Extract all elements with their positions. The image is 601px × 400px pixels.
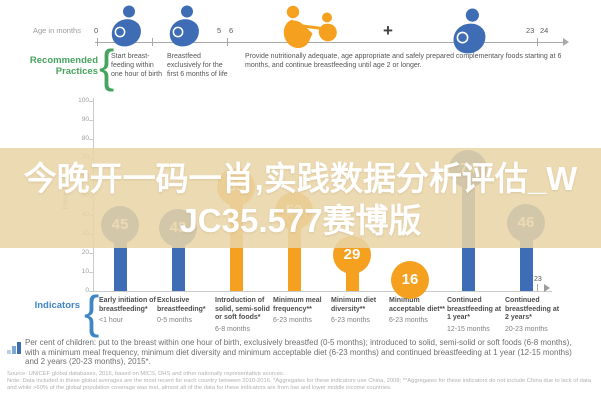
timeline-tick <box>537 38 538 46</box>
watermark-text-line-1: 今晚开一码一肖,实践数据分析评估_W <box>23 160 578 197</box>
complementary-feeding-icon <box>282 4 344 52</box>
timeline-tick <box>227 38 228 46</box>
indicator-name: Minimum meal frequency** <box>273 297 322 313</box>
indicator-age-range: <1 hour <box>99 317 123 325</box>
timeline-tick-label-0: 0 <box>94 26 99 35</box>
y-tick-mark <box>89 101 93 102</box>
timeline-tick <box>97 38 98 46</box>
indicator-name: Exclusive breastfeeding* <box>157 297 206 313</box>
indicators-brace: { <box>84 286 100 338</box>
timeline-arrow-icon <box>563 38 569 46</box>
source-note: Source: UNICEF global databases, 2016, b… <box>7 371 597 392</box>
indicator-label-5: Minimum diet diversity** 6-23 months <box>331 297 389 326</box>
y-tick-mark <box>89 139 93 140</box>
y-tick-label: 100 <box>78 97 89 104</box>
indicator-name: Minimum acceptable diet** <box>389 297 446 313</box>
indicator-label-6: Minimum acceptable diet** 6-23 months <box>389 297 447 326</box>
indicator-name: Introduction of solid, semi-solid or sof… <box>215 297 270 322</box>
indicator-name: Minimum diet diversity** <box>331 297 377 313</box>
y-tick-label: 0 <box>85 287 89 294</box>
indicator-name: Continued breastfeeding at 2 years* <box>505 297 560 322</box>
indicator-label-1: Early initiation of breastfeeding* <1 hou… <box>99 297 157 326</box>
indicator-label-2: Exclusive breastfeeding* 0-5 months <box>157 297 215 326</box>
note-line: Note: Data included in these global aver… <box>7 378 591 391</box>
indicator-label-3: Introduction of solid, semi-solid or sof… <box>215 297 273 334</box>
indicator-age-range: 12-15 months <box>447 325 490 333</box>
recommended-practices-brace: { <box>99 40 115 92</box>
indicator-age-range: 20-23 months <box>505 325 548 333</box>
plus-sign: + <box>383 21 393 40</box>
timeline-tick-label-6: 6 <box>229 26 234 35</box>
practice-text-1: Start breast-feeding within one hour of … <box>111 53 162 78</box>
y-tick-mark <box>89 253 93 254</box>
y-tick-mark <box>89 120 93 121</box>
indicator-label-4: Minimum meal frequency** 6-23 months <box>273 297 331 326</box>
bar-chart-icon <box>7 342 23 354</box>
indicator-age-range: 6-23 months <box>273 317 312 325</box>
y-tick-mark <box>89 272 93 273</box>
y-tick-mark <box>89 291 93 292</box>
footnote-text: Per cent of children: put to the breast … <box>25 338 572 367</box>
recommended-practices-label: Recommended Practices <box>29 55 98 77</box>
indicator-age-range: 6-23 months <box>389 317 428 325</box>
breastfeeding-icon <box>105 5 145 47</box>
timeline-tick-label-5: 5 <box>217 26 222 35</box>
age-in-months-label: Age in months <box>33 26 81 35</box>
timeline-tick <box>152 38 153 46</box>
indicators-label: Indicators <box>34 300 80 311</box>
value-bubble-6: 16 <box>391 260 429 299</box>
breastfeeding-icon <box>163 5 203 47</box>
y-tick-label: 10 <box>81 268 89 275</box>
source-line: Source: UNICEF global databases, 2016, b… <box>7 371 285 377</box>
timeline-tick-label-23: 23 <box>526 26 535 35</box>
indicator-age-range: 0-5 months <box>157 317 193 325</box>
x-axis-line <box>93 291 552 292</box>
x-axis-end-tick-label: 23 <box>534 276 542 283</box>
y-tick-label: 90 <box>81 116 89 123</box>
indicator-age-range: 6-8 months <box>215 325 251 333</box>
practice-text-2: Breastfeed exclusively for the first 6 m… <box>167 53 228 78</box>
x-axis-end-tick <box>537 284 538 291</box>
indicator-label-8: Continued breastfeeding at 2 years* 20-23… <box>505 297 563 334</box>
y-tick-label: 80 <box>81 135 89 142</box>
x-axis-arrow-icon <box>544 284 550 292</box>
breastfeeding-icon <box>446 8 490 54</box>
indicator-age-range: 6-23 months <box>331 317 370 325</box>
timeline-tick-label-24: 24 <box>540 26 549 35</box>
indicator-name: Continued breastfeeding at 1 year* <box>447 297 502 322</box>
timeline-axis <box>95 42 563 43</box>
watermark-banner: 今晚开一码一肖,实践数据分析评估_W JC35.577赛博版 <box>0 148 601 248</box>
indicator-label-7: Continued breastfeeding at 1 year* 12-15 … <box>447 297 505 334</box>
watermark-text-line-2: JC35.577赛博版 <box>179 202 422 239</box>
y-tick-label: 20 <box>81 249 89 256</box>
practice-text-3: Provide nutritionally adequate, age appr… <box>245 53 562 69</box>
indicator-name: Early initiation of breastfeeding* <box>99 297 156 313</box>
